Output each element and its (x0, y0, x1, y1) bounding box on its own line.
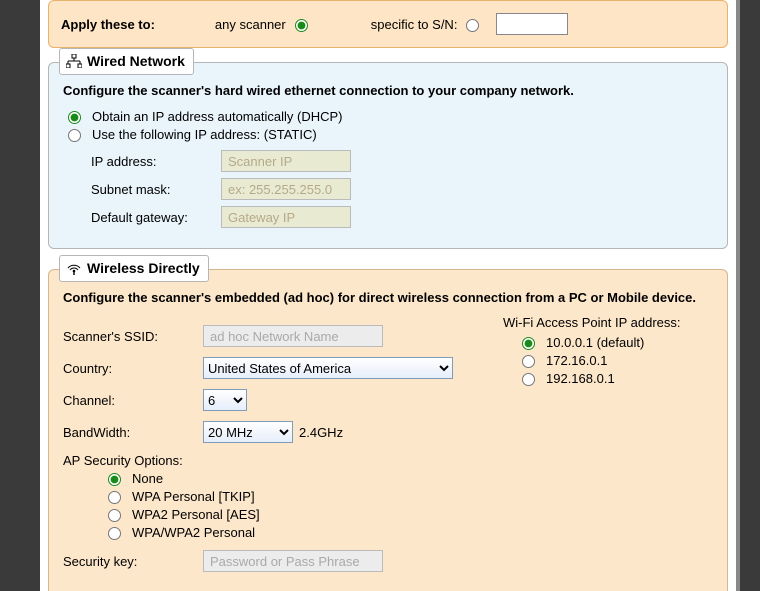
subnet-label: Subnet mask: (91, 182, 221, 197)
apip-192-radio[interactable] (522, 373, 535, 386)
wired-network-group: Wired Network Configure the scanner's ha… (48, 62, 728, 249)
wired-static-row[interactable]: Use the following IP address: (STATIC) (63, 126, 713, 142)
static-fields: IP address: Subnet mask: Default gateway… (91, 150, 713, 228)
apsec-wpa2-radio[interactable] (108, 509, 121, 522)
seckey-label: Security key: (63, 554, 203, 569)
wireless-legend: Wireless Directly (59, 255, 209, 282)
apsec-none-label: None (132, 471, 163, 486)
wireless-instruction: Configure the scanner's embedded (ad hoc… (63, 290, 713, 305)
wireless-left-col: Scanner's SSID: Country: United States o… (63, 315, 473, 582)
wireless-legend-text: Wireless Directly (87, 260, 200, 276)
ip-input[interactable] (221, 150, 351, 172)
wired-legend-text: Wired Network (87, 53, 185, 69)
apply-bar: Apply these to: any scanner specific to … (48, 0, 728, 48)
wired-dhcp-row[interactable]: Obtain an IP address automatically (DHCP… (63, 108, 713, 124)
apip-172-label: 172.16.0.1 (546, 353, 607, 368)
ssid-label: Scanner's SSID: (63, 329, 203, 344)
wireless-right-col: Wi-Fi Access Point IP address: 10.0.0.1 … (503, 315, 713, 582)
wireless-group: Wireless Directly Configure the scanner'… (48, 269, 728, 591)
ap-security: AP Security Options: None WPA Personal [… (63, 453, 473, 540)
apip-192-label: 192.168.0.1 (546, 371, 615, 386)
channel-select[interactable]: 6 (203, 389, 247, 411)
apply-any-text: any scanner (215, 17, 286, 32)
apply-any-option[interactable]: any scanner (215, 16, 311, 32)
apip-172-radio[interactable] (522, 355, 535, 368)
apply-sn-option[interactable]: specific to S/N: (371, 13, 569, 35)
bandwidth-hz: 2.4GHz (299, 425, 343, 440)
wireless-icon (66, 261, 82, 275)
apply-sn-radio[interactable] (466, 19, 479, 32)
channel-label: Channel: (63, 393, 203, 408)
gateway-label: Default gateway: (91, 210, 221, 225)
apply-sn-text: specific to S/N: (371, 17, 458, 32)
bandwidth-label: BandWidth: (63, 425, 203, 440)
country-select[interactable]: United States of America (203, 357, 453, 379)
apsec-wpa-label: WPA Personal [TKIP] (132, 489, 255, 504)
sn-input[interactable] (496, 13, 568, 35)
wired-dhcp-radio[interactable] (68, 111, 81, 124)
bandwidth-select[interactable]: 20 MHz (203, 421, 293, 443)
ip-label: IP address: (91, 154, 221, 169)
apip-default-label: 10.0.0.1 (default) (546, 335, 644, 350)
apsec-wpa2-label: WPA2 Personal [AES] (132, 507, 260, 522)
apsec-wpawpa2-row[interactable]: WPA/WPA2 Personal (103, 524, 473, 540)
apip-192-row[interactable]: 192.168.0.1 (517, 370, 713, 386)
apip-172-row[interactable]: 172.16.0.1 (517, 352, 713, 368)
apply-any-radio[interactable] (295, 19, 308, 32)
apip-default-radio[interactable] (522, 337, 535, 350)
ap-ip-header: Wi-Fi Access Point IP address: (503, 315, 713, 330)
gateway-input[interactable] (221, 206, 351, 228)
wired-static-label: Use the following IP address: (STATIC) (92, 127, 317, 142)
wired-dhcp-label: Obtain an IP address automatically (DHCP… (92, 109, 342, 124)
apsec-wpa-radio[interactable] (108, 491, 121, 504)
country-label: Country: (63, 361, 203, 376)
apply-label: Apply these to: (61, 17, 155, 32)
apip-default-row[interactable]: 10.0.0.1 (default) (517, 334, 713, 350)
apsec-wpa-row[interactable]: WPA Personal [TKIP] (103, 488, 473, 504)
ssid-input[interactable] (203, 325, 383, 347)
apsec-wpawpa2-radio[interactable] (108, 527, 121, 540)
seckey-input[interactable] (203, 550, 383, 572)
wired-instruction: Configure the scanner's hard wired ether… (63, 83, 713, 98)
apsec-wpawpa2-label: WPA/WPA2 Personal (132, 525, 255, 540)
apsec-none-radio[interactable] (108, 473, 121, 486)
apsec-wpa2-row[interactable]: WPA2 Personal [AES] (103, 506, 473, 522)
subnet-input[interactable] (221, 178, 351, 200)
network-icon (66, 54, 82, 68)
wired-legend: Wired Network (59, 48, 194, 75)
wired-static-radio[interactable] (68, 129, 81, 142)
ap-sec-label: AP Security Options: (63, 453, 473, 468)
config-page: Apply these to: any scanner specific to … (40, 0, 740, 591)
apsec-none-row[interactable]: None (103, 470, 473, 486)
